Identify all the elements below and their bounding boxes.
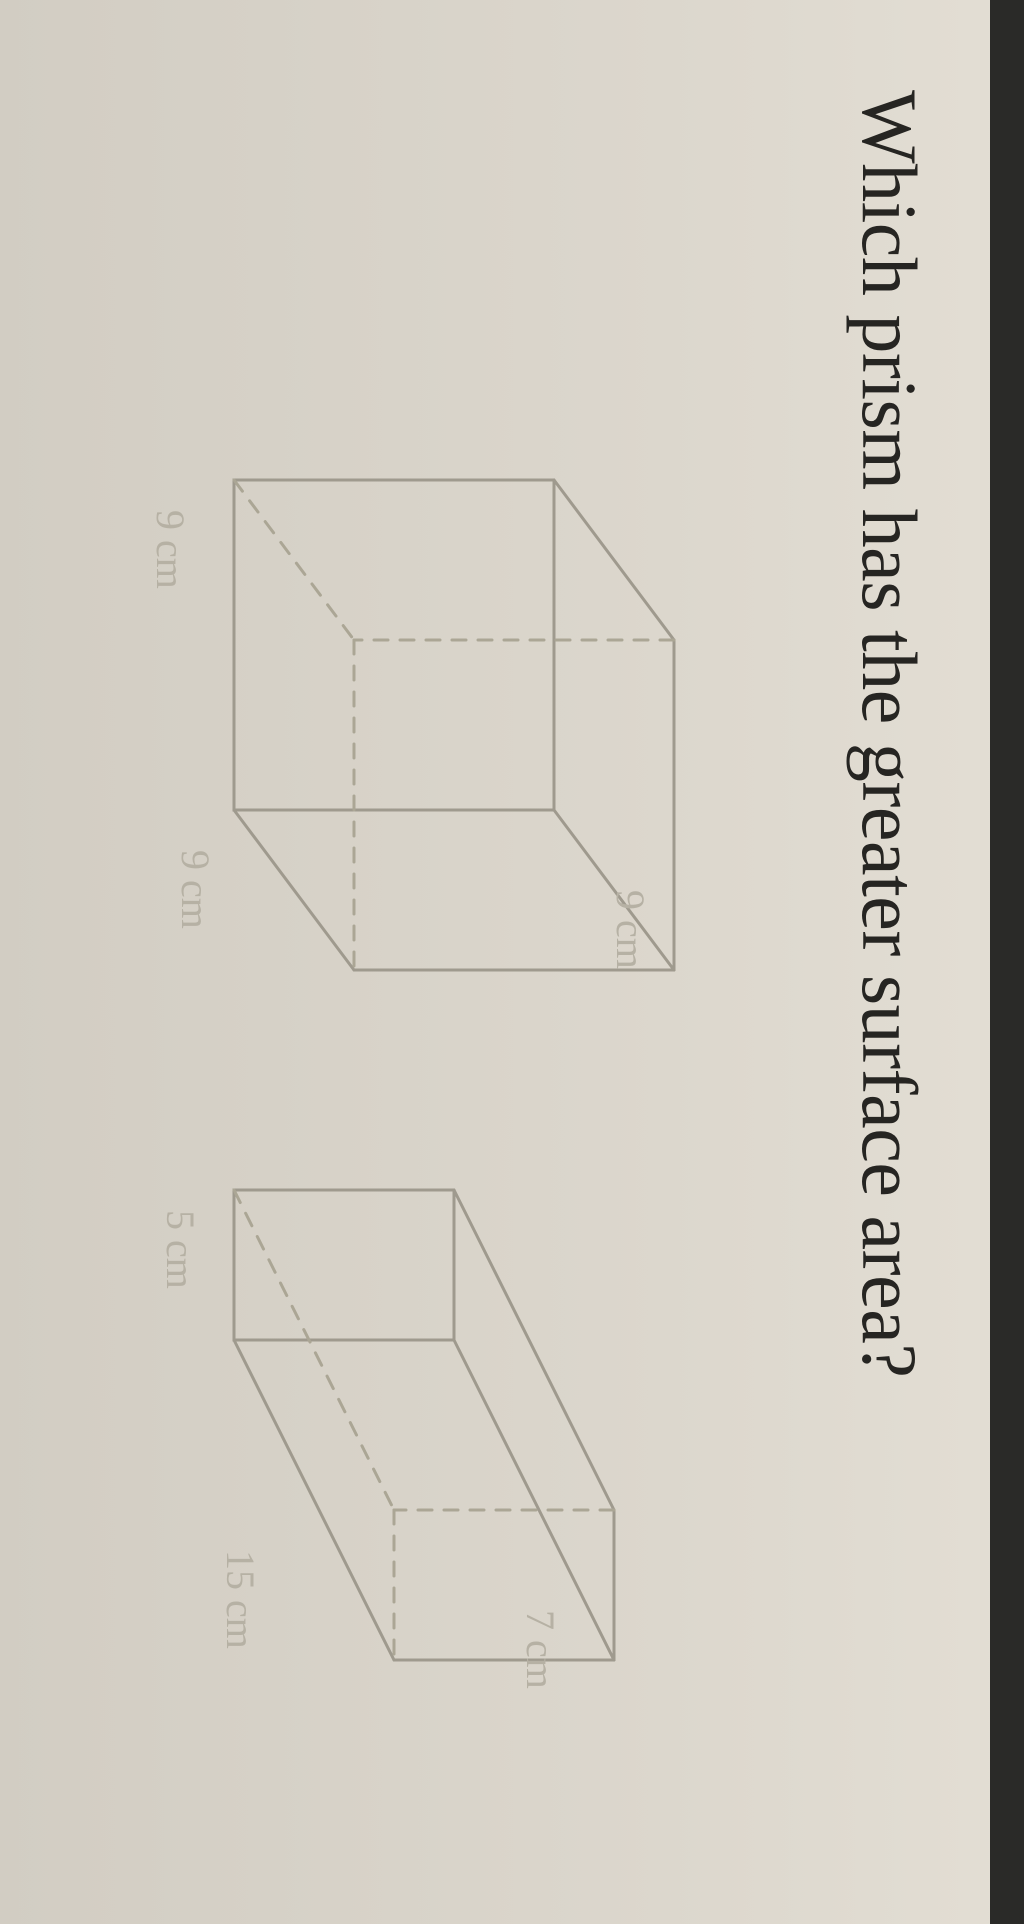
- cube-label-top-right: 9 cm: [607, 890, 654, 969]
- cube-label-bottom-right: 9 cm: [172, 850, 219, 929]
- question-text: Which prism has the greater surface area…: [844, 90, 934, 1377]
- cube-label-bottom-left: 9 cm: [147, 510, 194, 589]
- worksheet-page: Which prism has the greater surface area…: [0, 0, 1024, 1924]
- prisms-figure-area: 9 cm 9 cm 9 cm 7 cm 1: [84, 390, 704, 1790]
- rect-label-top-right: 7 cm: [517, 1610, 564, 1689]
- rect-label-bottom-left: 5 cm: [157, 1210, 204, 1289]
- page-top-border: [990, 0, 1024, 1924]
- rect-label-bottom-right: 15 cm: [217, 1550, 264, 1649]
